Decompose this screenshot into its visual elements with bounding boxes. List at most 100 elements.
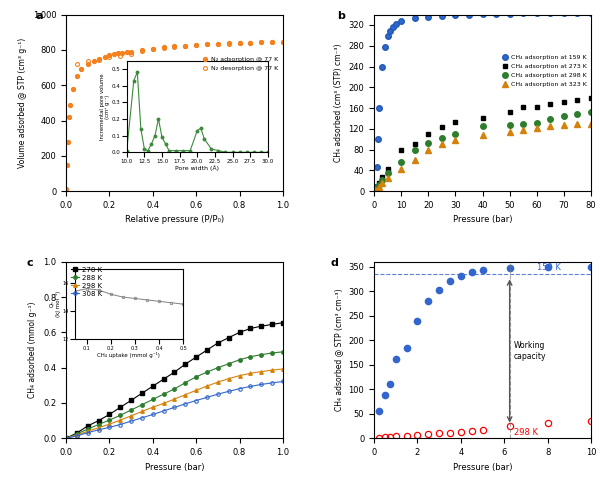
288 K (139, 402, 146, 408)
N₂ desorption @ 77 K (160, 45, 167, 51)
Legend: N₂ adsorption @ 77 K, N₂ desorption @ 77 K: N₂ adsorption @ 77 K, N₂ desorption @ 77… (200, 56, 280, 72)
CH₄ adsorption at 273 K (379, 174, 386, 180)
278 K (214, 340, 221, 346)
CH₄ adsorption at 323 K (438, 142, 445, 148)
CH₄ adsorption at 298 K (452, 131, 459, 137)
298 K (182, 392, 189, 397)
278 K (225, 335, 232, 340)
N₂ adsorption @ 77 K (65, 139, 72, 145)
N₂ adsorption @ 77 K (171, 43, 178, 49)
CH₄ adsorption at 159 K (506, 11, 513, 17)
CH₄ adsorption at 323 K (371, 187, 378, 193)
CH₄ adsorption at 159 K (387, 28, 394, 34)
298 K (116, 417, 124, 423)
CH₄ adsorption at 159 K (547, 10, 554, 16)
N₂ desorption @ 77 K (171, 44, 178, 50)
308 K (62, 435, 70, 441)
N₂ desorption @ 77 K (203, 41, 211, 47)
288 K (247, 354, 254, 360)
278 K (149, 383, 157, 389)
308 K (225, 389, 232, 394)
N₂ adsorption @ 77 K (65, 114, 73, 120)
CH₄ adsorption at 298 K (574, 112, 581, 117)
N₂ adsorption @ 77 K (139, 47, 146, 53)
CH₄ adsorption at 159 K (574, 10, 581, 16)
CH₄ adsorption at 323 K (379, 181, 386, 187)
CH₄ adsorption at 159 K (560, 10, 568, 16)
278 K (280, 320, 287, 326)
Line: CH₄ adsorption at 298 K: CH₄ adsorption at 298 K (372, 110, 594, 193)
CH₄ adsorption at 273 K (438, 124, 445, 130)
N₂ desorption @ 77 K (193, 42, 200, 48)
N₂ desorption @ 77 K (106, 55, 113, 60)
CH₄ adsorption at 159 K (374, 136, 382, 142)
CH₄ adsorption at 323 K (547, 123, 554, 129)
CH₄ adsorption at 298 K (379, 177, 386, 183)
308 K (73, 433, 80, 439)
CH₄ adsorption at 298 K (376, 182, 383, 188)
288 K (95, 422, 102, 428)
N₂ adsorption @ 77 K (106, 52, 113, 58)
298 K (95, 425, 102, 431)
288 K (257, 352, 265, 357)
Legend: 278 K, 288 K, 298 K, 308 K: 278 K, 288 K, 298 K, 308 K (70, 265, 104, 298)
298 K (247, 371, 254, 376)
N₂ adsorption @ 77 K (62, 187, 70, 192)
Text: 159 K: 159 K (537, 263, 560, 272)
308 K (160, 408, 167, 414)
X-axis label: Pressure (bar): Pressure (bar) (145, 463, 204, 471)
CH₄ adsorption at 298 K (384, 170, 391, 176)
Y-axis label: CH₄ adsorbed @ STP (cm³ cm⁻³): CH₄ adsorbed @ STP (cm³ cm⁻³) (334, 289, 343, 412)
CH₄ adsorption at 159 K (376, 105, 383, 111)
CH₄ adsorption at 273 K (376, 181, 383, 187)
Line: 308 K: 308 K (64, 380, 284, 440)
288 K (193, 374, 200, 380)
298 K (149, 404, 157, 410)
N₂ desorption @ 77 K (73, 61, 80, 67)
CH₄ adsorption at 159 K (382, 44, 389, 50)
298 K (171, 396, 178, 402)
298 K (236, 373, 243, 378)
N₂ adsorption @ 77 K (203, 41, 211, 47)
278 K (62, 435, 70, 441)
278 K (106, 412, 113, 417)
CH₄ adsorption at 298 K (587, 109, 595, 115)
CH₄ adsorption at 298 K (547, 116, 554, 122)
Line: 298 K: 298 K (64, 367, 284, 440)
CH₄ adsorption at 159 K (466, 12, 473, 18)
N₂ desorption @ 77 K (127, 51, 134, 56)
CH₄ adsorption at 273 K (547, 101, 554, 107)
CH₄ adsorption at 323 K (452, 137, 459, 143)
CH₄ adsorption at 273 K (384, 167, 391, 172)
N₂ adsorption @ 77 K (257, 39, 265, 45)
298 K (268, 367, 275, 373)
N₂ adsorption @ 77 K (236, 40, 243, 46)
288 K (225, 361, 232, 367)
288 K (160, 391, 167, 397)
288 K (214, 365, 221, 371)
298 K (84, 429, 91, 434)
CH₄ adsorption at 159 K (379, 64, 386, 70)
Text: 298 K: 298 K (514, 428, 538, 436)
CH₄ adsorption at 159 K (398, 18, 405, 24)
308 K (149, 412, 157, 417)
308 K (268, 380, 275, 386)
308 K (203, 394, 211, 400)
CH₄ adsorption at 323 K (533, 125, 541, 131)
278 K (95, 418, 102, 424)
Line: CH₄ adsorption at 159 K: CH₄ adsorption at 159 K (372, 10, 594, 193)
CH₄ adsorption at 323 K (373, 187, 380, 192)
N₂ adsorption @ 77 K (149, 46, 157, 52)
N₂ desorption @ 77 K (214, 41, 221, 47)
N₂ desorption @ 77 K (280, 38, 287, 44)
298 K (225, 375, 232, 381)
Line: 278 K: 278 K (64, 321, 284, 440)
298 K (214, 379, 221, 385)
CH₄ adsorption at 298 K (371, 187, 378, 193)
N₂ adsorption @ 77 K (247, 40, 254, 46)
CH₄ adsorption at 298 K (438, 135, 445, 141)
288 K (127, 407, 134, 413)
CH₄ adsorption at 323 K (398, 167, 405, 172)
308 K (127, 418, 134, 424)
N₂ desorption @ 77 K (225, 40, 232, 46)
